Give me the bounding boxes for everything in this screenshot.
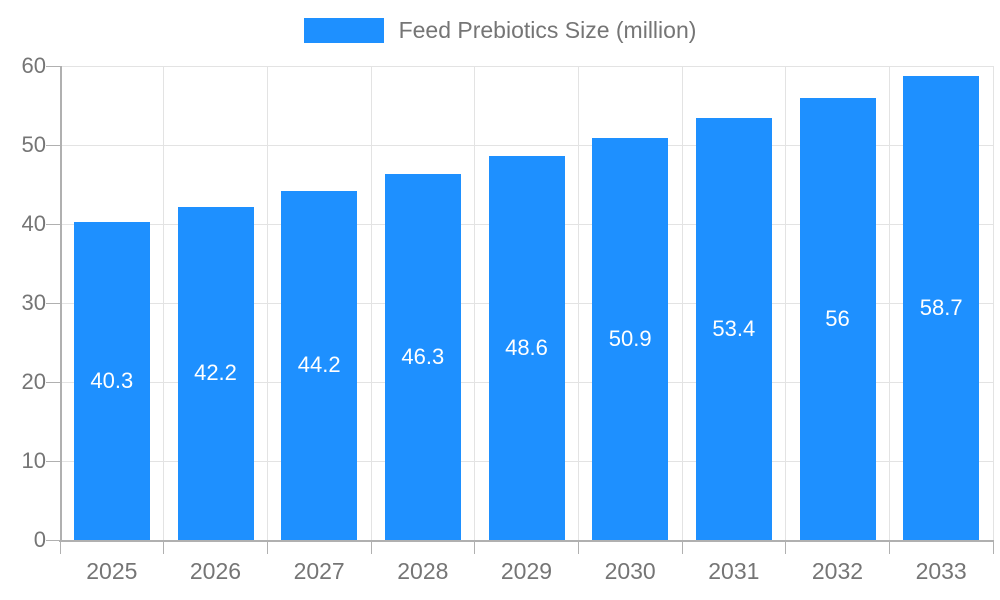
y-tick-mark: [46, 460, 60, 462]
x-tick-mark: [474, 541, 476, 554]
bar-value-label: 46.3: [401, 344, 445, 370]
x-tick-label-2025: 2025: [86, 558, 138, 584]
bar-2030[interactable]: 50.9: [592, 137, 669, 540]
x-tick-label-2029: 2029: [500, 558, 553, 584]
y-tick-label: 30: [21, 290, 46, 315]
x-tick-mark: [785, 541, 787, 554]
chart-legend: Feed Prebiotics Size (million): [0, 18, 1000, 43]
x-tick-mark: [163, 541, 165, 554]
y-tick-mark: [46, 539, 60, 541]
bar-2025[interactable]: 40.3: [73, 221, 150, 540]
v-gridline: [992, 66, 994, 540]
v-gridline: [577, 66, 579, 540]
bar-2028[interactable]: 46.3: [384, 174, 461, 540]
bar-value-label: 58.7: [919, 295, 963, 321]
bar-2027[interactable]: 44.2: [281, 190, 358, 540]
y-tick-mark: [46, 302, 60, 304]
bar-2031[interactable]: 53.4: [695, 118, 772, 540]
x-tick-mark: [370, 541, 372, 554]
v-gridline: [266, 66, 268, 540]
y-axis-line: [60, 66, 62, 541]
bar-value-label: 48.6: [505, 335, 548, 361]
bar-2029[interactable]: 48.6: [488, 156, 565, 540]
bar-2033[interactable]: 58.7: [903, 76, 980, 540]
x-tick-mark: [681, 541, 683, 554]
y-tick-label: 0: [33, 527, 46, 552]
v-gridline: [474, 66, 476, 540]
x-tick-mark: [992, 541, 994, 554]
legend-label: Feed Prebiotics Size (million): [398, 17, 697, 43]
legend-item[interactable]: Feed Prebiotics Size (million): [303, 17, 697, 43]
bar-value-label: 40.3: [90, 367, 134, 393]
bar-2026[interactable]: 42.2: [177, 206, 254, 540]
h-gridline: [60, 144, 993, 146]
y-tick-mark: [46, 144, 60, 146]
y-tick-mark: [46, 65, 60, 67]
v-gridline: [888, 66, 890, 540]
bar-value-label: 56: [825, 305, 850, 331]
bar-value-label: 42.2: [194, 360, 237, 386]
plot-area: 40.3 42.2 44.2 46.3 48.6 50.9 53.4 56 58.7: [60, 65, 994, 540]
x-tick-label-2031: 2031: [708, 558, 760, 584]
x-tick-mark: [888, 541, 890, 554]
y-tick-label: 60: [21, 53, 46, 78]
v-gridline: [681, 66, 683, 540]
y-tick-mark: [46, 381, 60, 383]
y-tick-label: 10: [21, 448, 46, 473]
x-tick-label-2027: 2027: [293, 558, 345, 584]
y-tick-label: 20: [21, 369, 46, 394]
v-gridline: [785, 66, 787, 540]
bar-2032[interactable]: 56: [799, 97, 876, 540]
legend-swatch: [303, 18, 384, 43]
y-tick-mark: [46, 223, 60, 225]
v-gridline: [370, 66, 372, 540]
bar-value-label: 50.9: [608, 325, 652, 351]
y-tick-label: 50: [21, 132, 46, 157]
x-tick-mark: [577, 541, 579, 554]
x-tick-label-2030: 2030: [604, 558, 656, 584]
x-tick-label-2032: 2032: [811, 558, 864, 584]
bar-value-label: 44.2: [297, 352, 341, 378]
y-tick-label: 40: [21, 211, 46, 236]
bar-value-label: 53.4: [712, 316, 756, 342]
x-tick-label-2028: 2028: [397, 558, 449, 584]
v-gridline: [163, 66, 165, 540]
x-tick-mark: [266, 541, 268, 554]
x-tick-label-2026: 2026: [189, 558, 242, 584]
x-tick-label-2033: 2033: [915, 558, 967, 584]
h-gridline: [60, 65, 993, 67]
x-tick-mark: [59, 541, 61, 554]
x-axis-line: [59, 540, 994, 542]
